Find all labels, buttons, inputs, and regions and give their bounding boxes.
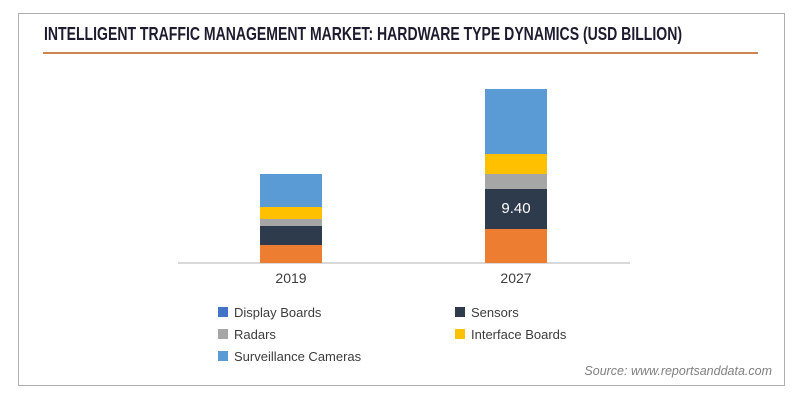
chart-title: INTELLIGENT TRAFFIC MANAGEMENT MARKET: H…: [44, 24, 683, 44]
legend-swatch-radars: [218, 329, 228, 339]
legend-item-surveillance-cameras: Surveillance Cameras: [218, 348, 455, 364]
source-text: Source: www.reportsanddata.com: [584, 364, 772, 378]
title-underline: [43, 52, 758, 54]
legend-label-interface-boards: Interface Boards: [471, 326, 567, 342]
legend-label-surveillance-cameras: Surveillance Cameras: [234, 348, 362, 364]
legend-item-interface-boards: Interface Boards: [455, 326, 566, 342]
legend-label-display-boards: Display Boards: [234, 304, 322, 320]
legend: Display Boards Sensors Radars Interface Boa…: [218, 304, 566, 364]
legend-swatch-display-boards: [218, 307, 228, 317]
legend-swatch-surveillance-cameras: [218, 351, 228, 361]
legend-label-radars: Radars: [234, 326, 276, 342]
legend-item-radars: Radars: [218, 326, 455, 342]
legend-label-sensors: Sensors: [471, 304, 519, 320]
legend-item-sensors: Sensors: [455, 304, 566, 320]
chart-frame: [18, 13, 785, 386]
legend-item-display-boards: Display Boards: [218, 304, 455, 320]
legend-swatch-interface-boards: [455, 329, 465, 339]
legend-swatch-sensors: [455, 307, 465, 317]
